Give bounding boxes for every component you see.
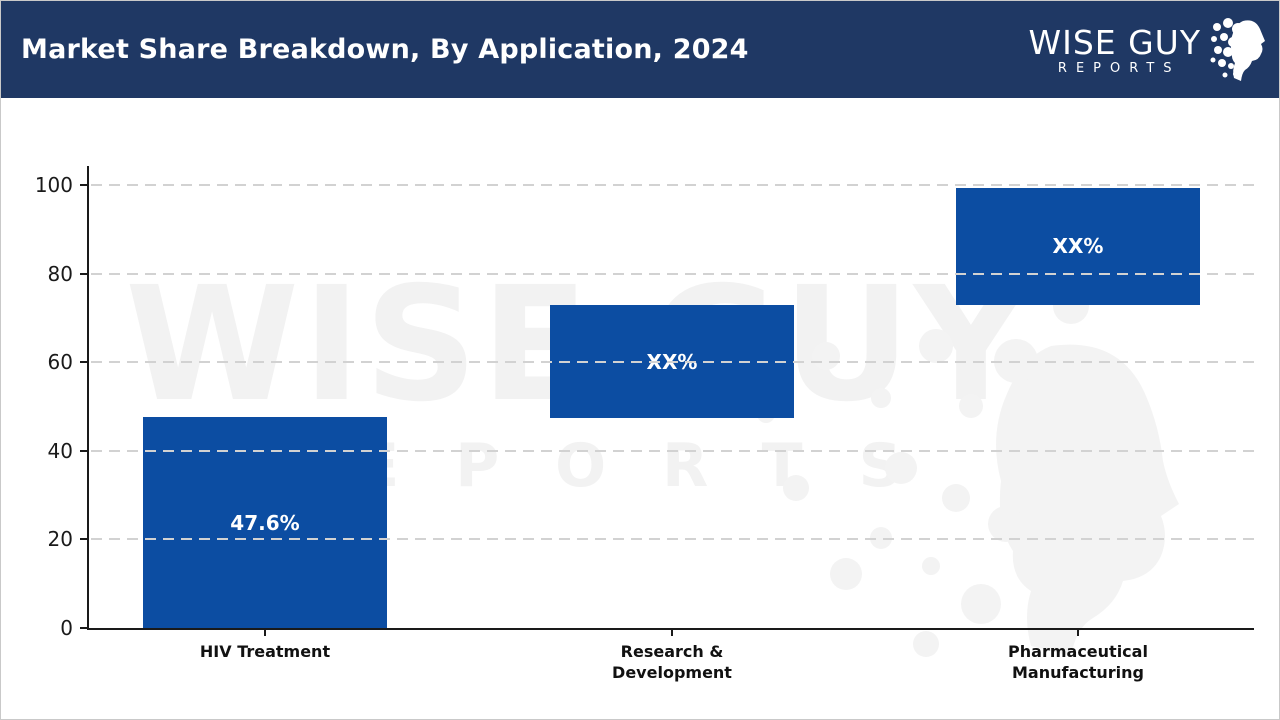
y-axis-tick-label: 40 <box>47 438 73 463</box>
watermark-head-icon <box>757 276 1179 657</box>
x-axis-category-label: Research & Development <box>512 641 832 683</box>
chart-canvas: WISE GUY REPORTS 0 20 40 60 80 100 47.6% HIV Tr… <box>1 98 1279 719</box>
x-axis-tick <box>264 630 266 636</box>
header-bar: Market Share Breakdown, By Application, … <box>1 1 1279 98</box>
gridline <box>91 272 1254 275</box>
x-axis-tick <box>671 630 673 636</box>
x-axis-category-line: HIV Treatment <box>199 642 331 661</box>
gridline <box>91 449 1254 452</box>
logo-head-icon <box>1210 18 1265 81</box>
y-axis-line <box>87 166 89 630</box>
y-axis-tick <box>80 361 87 364</box>
x-axis-line <box>87 628 1254 630</box>
bar-3: XX% <box>956 187 1200 306</box>
chart-title: Market Share Breakdown, By Application, … <box>21 34 749 65</box>
y-axis-tick-label: 0 <box>60 616 73 640</box>
y-axis-tick <box>80 184 87 186</box>
y-axis-tick <box>80 272 87 275</box>
x-axis-tick <box>1077 630 1079 636</box>
y-axis-tick <box>80 449 87 452</box>
y-axis-tick-label: 20 <box>47 527 73 552</box>
logo-wordmark: WISE GUY REPORTS <box>1028 26 1201 75</box>
x-axis-category-label: HIV Treatment <box>105 641 425 662</box>
gridline <box>91 184 1254 186</box>
x-axis-category-line: Development <box>612 663 732 682</box>
y-axis-tick-label: 80 <box>47 261 73 286</box>
x-axis-category-line: Research & <box>620 642 724 661</box>
x-axis-category-line: Manufacturing <box>1012 663 1144 682</box>
y-axis-tick-label: 100 <box>34 173 73 197</box>
bar-value-label: 47.6% <box>230 510 300 535</box>
logo-wordmark-sub: REPORTS <box>1057 60 1181 76</box>
gridline <box>91 361 1254 364</box>
bar-value-label: XX% <box>1052 234 1104 259</box>
logo-wordmark-main: WISE GUY <box>1028 22 1201 62</box>
y-axis-tick <box>80 627 87 629</box>
y-axis-tick-label: 60 <box>47 350 73 375</box>
x-axis-category-line: Pharmaceutical <box>1008 642 1148 661</box>
gridline <box>91 538 1254 541</box>
bar-1: 47.6% <box>143 417 387 628</box>
wiseguy-logo: WISE GUY REPORTS <box>1028 9 1269 91</box>
x-axis-category-label: Pharmaceutical Manufacturing <box>918 641 1238 683</box>
y-axis-tick <box>80 538 87 541</box>
